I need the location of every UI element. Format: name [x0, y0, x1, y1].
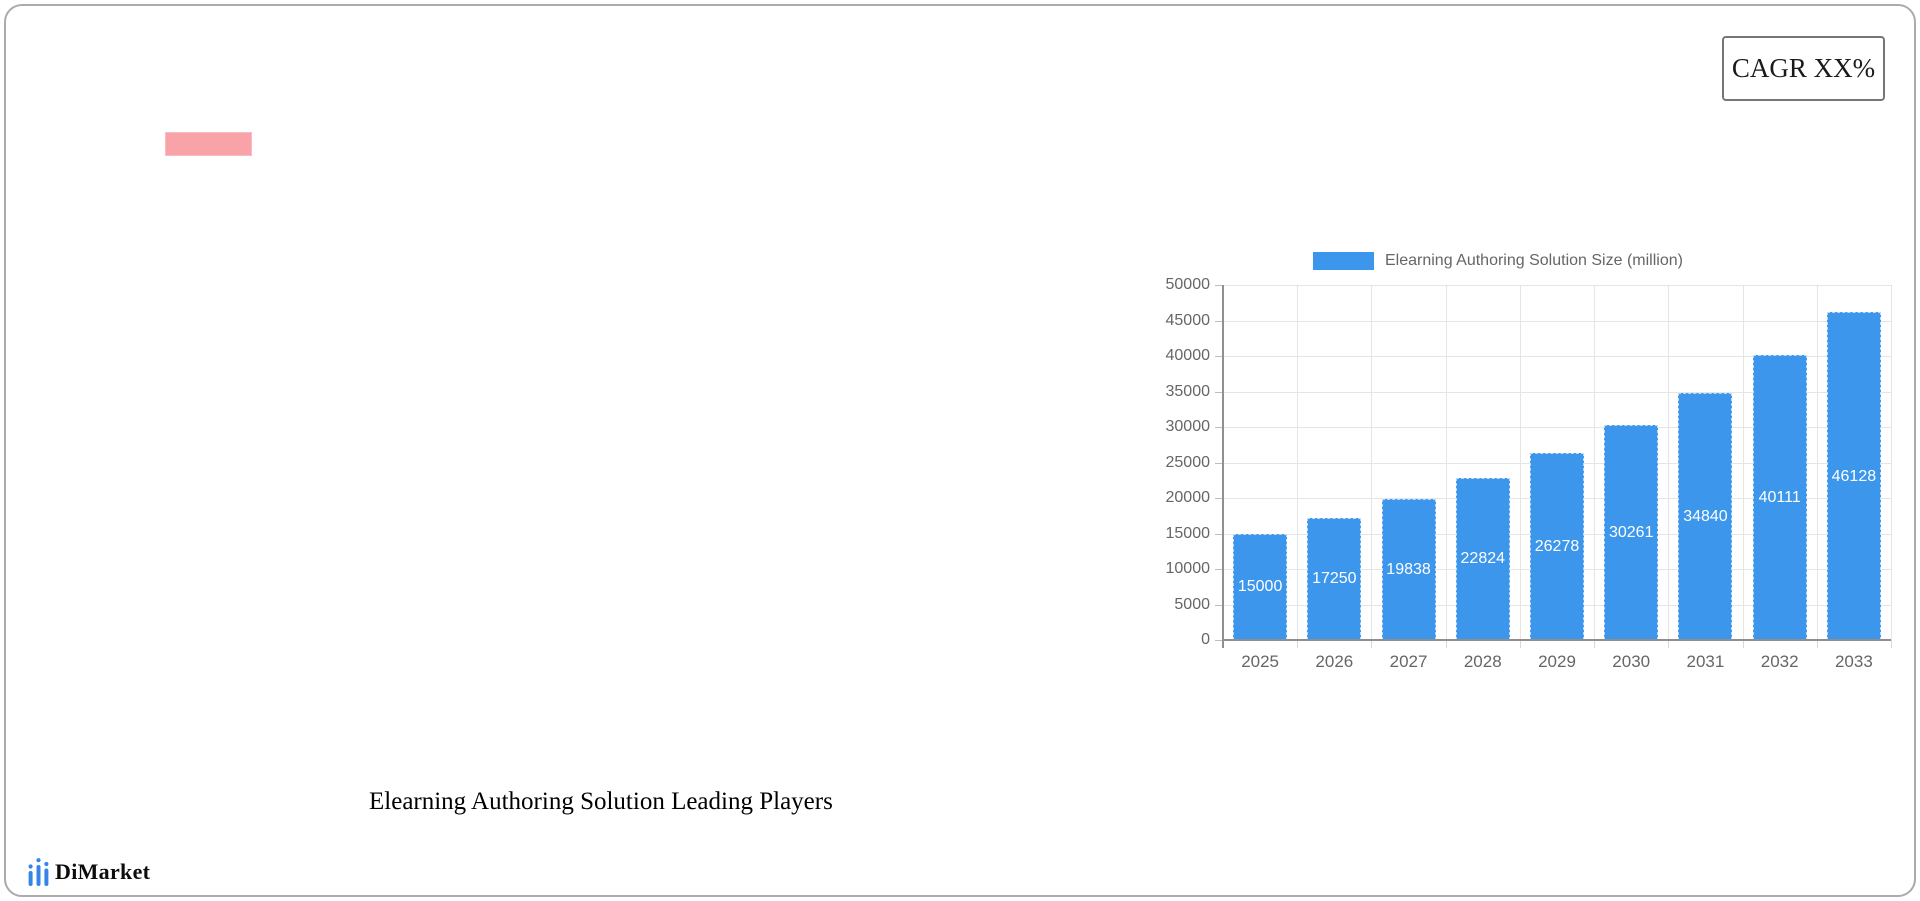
gridline	[1371, 285, 1373, 640]
y-axis-tick	[1215, 569, 1223, 570]
gridline	[1594, 285, 1596, 640]
gridline	[1223, 391, 1891, 393]
y-axis-tick	[1215, 604, 1223, 606]
y-axis-tick	[1215, 533, 1223, 535]
y-axis-label: 40000	[1165, 347, 1211, 364]
y-axis-line	[1222, 285, 1224, 648]
bar: 22824	[1455, 477, 1510, 640]
bar: 34840	[1678, 392, 1733, 640]
gridline	[1519, 285, 1521, 640]
gridline	[1816, 285, 1818, 640]
y-axis-label: 45000	[1165, 311, 1211, 329]
y-axis-label: 25000	[1165, 453, 1211, 471]
y-axis-label: 15000	[1165, 524, 1211, 542]
gridline	[1891, 285, 1892, 640]
x-axis-label: 2026	[1315, 652, 1354, 671]
x-axis-tick	[1891, 640, 1892, 648]
y-axis-tick	[1215, 462, 1223, 464]
bar: 17250	[1307, 517, 1362, 640]
y-axis-label: 30000	[1165, 418, 1211, 435]
bar: 19838	[1381, 499, 1436, 640]
y-axis-tick	[1215, 427, 1223, 428]
gridline	[1223, 427, 1891, 428]
y-axis-tick	[1215, 320, 1223, 322]
pink-swatch	[165, 132, 252, 156]
legend-color-swatch	[1313, 252, 1374, 270]
bar-value-label: 26278	[1534, 538, 1580, 556]
chart-legend: Elearning Authoring Solution Size (milli…	[1313, 252, 1683, 270]
x-axis-line	[1223, 639, 1891, 641]
y-axis-label: 10000	[1165, 560, 1211, 577]
bar: 46128	[1826, 312, 1881, 640]
y-axis-label: 5000	[1174, 595, 1210, 613]
x-axis-tick	[1297, 640, 1299, 648]
bar: 26278	[1530, 453, 1584, 640]
x-axis-label: 2032	[1760, 652, 1799, 671]
y-axis-label: 35000	[1165, 382, 1211, 400]
x-axis-label: 2030	[1612, 652, 1651, 671]
bar-value-label: 15000	[1237, 578, 1283, 596]
gridline	[1445, 285, 1447, 640]
gridline	[1668, 285, 1670, 640]
x-axis-tick	[1668, 640, 1670, 648]
bar-value-label: 40111	[1758, 489, 1801, 507]
cagr-label: CAGR XX%	[1731, 53, 1876, 83]
bar-value-label: 34840	[1683, 507, 1728, 525]
bar-value-label: 17250	[1312, 570, 1357, 588]
gridline	[1223, 320, 1891, 322]
bar-chart-logo-icon	[28, 858, 49, 886]
gridline	[1223, 356, 1891, 357]
x-axis-tick	[1742, 640, 1744, 648]
bar-value-label: 46128	[1831, 467, 1877, 485]
bar: 30261	[1604, 425, 1659, 640]
x-axis-tick	[1371, 640, 1373, 648]
x-axis-tick	[1445, 640, 1447, 648]
x-axis-label: 2033	[1834, 652, 1873, 671]
x-axis-label: 2027	[1389, 652, 1428, 671]
y-axis-tick	[1215, 391, 1223, 393]
y-axis-label: 20000	[1165, 489, 1211, 506]
x-axis-tick	[1519, 640, 1521, 648]
x-axis-label: 2028	[1463, 652, 1502, 671]
y-axis-tick	[1215, 498, 1223, 499]
x-axis-label: 2031	[1686, 652, 1725, 671]
brand-name: DiMarket	[55, 859, 151, 884]
chart-plot-area: 0 5000 10000 15000 20000 25000 30000 35000 40000…	[1166, 276, 1892, 671]
y-axis-tick	[1215, 356, 1223, 357]
gridline	[1742, 285, 1744, 640]
gridline	[1223, 285, 1891, 286]
bar: 15000	[1233, 533, 1288, 640]
legend-label: Elearning Authoring Solution Size (milli…	[1385, 252, 1683, 269]
footer-title: Elearning Authoring Solution Leading Pla…	[369, 788, 833, 815]
y-axis-label: 0	[1201, 631, 1210, 648]
x-axis-tick	[1816, 640, 1818, 648]
y-axis-label: 50000	[1165, 276, 1211, 293]
gridline	[1297, 285, 1299, 640]
y-axis-tick	[1215, 285, 1223, 286]
brand-logo: DiMarket	[28, 858, 150, 886]
x-axis-label: 2029	[1538, 652, 1576, 671]
bar-value-label: 30261	[1608, 524, 1654, 542]
cagr-badge: CAGR XX%	[1722, 36, 1885, 101]
bar-value-label: 22824	[1460, 550, 1506, 568]
y-axis-tick	[1215, 640, 1223, 641]
bar-value-label: 19838	[1386, 561, 1431, 579]
x-axis-tick	[1594, 640, 1596, 648]
bar: 40111	[1752, 355, 1807, 640]
x-axis-label: 2025	[1241, 652, 1280, 671]
